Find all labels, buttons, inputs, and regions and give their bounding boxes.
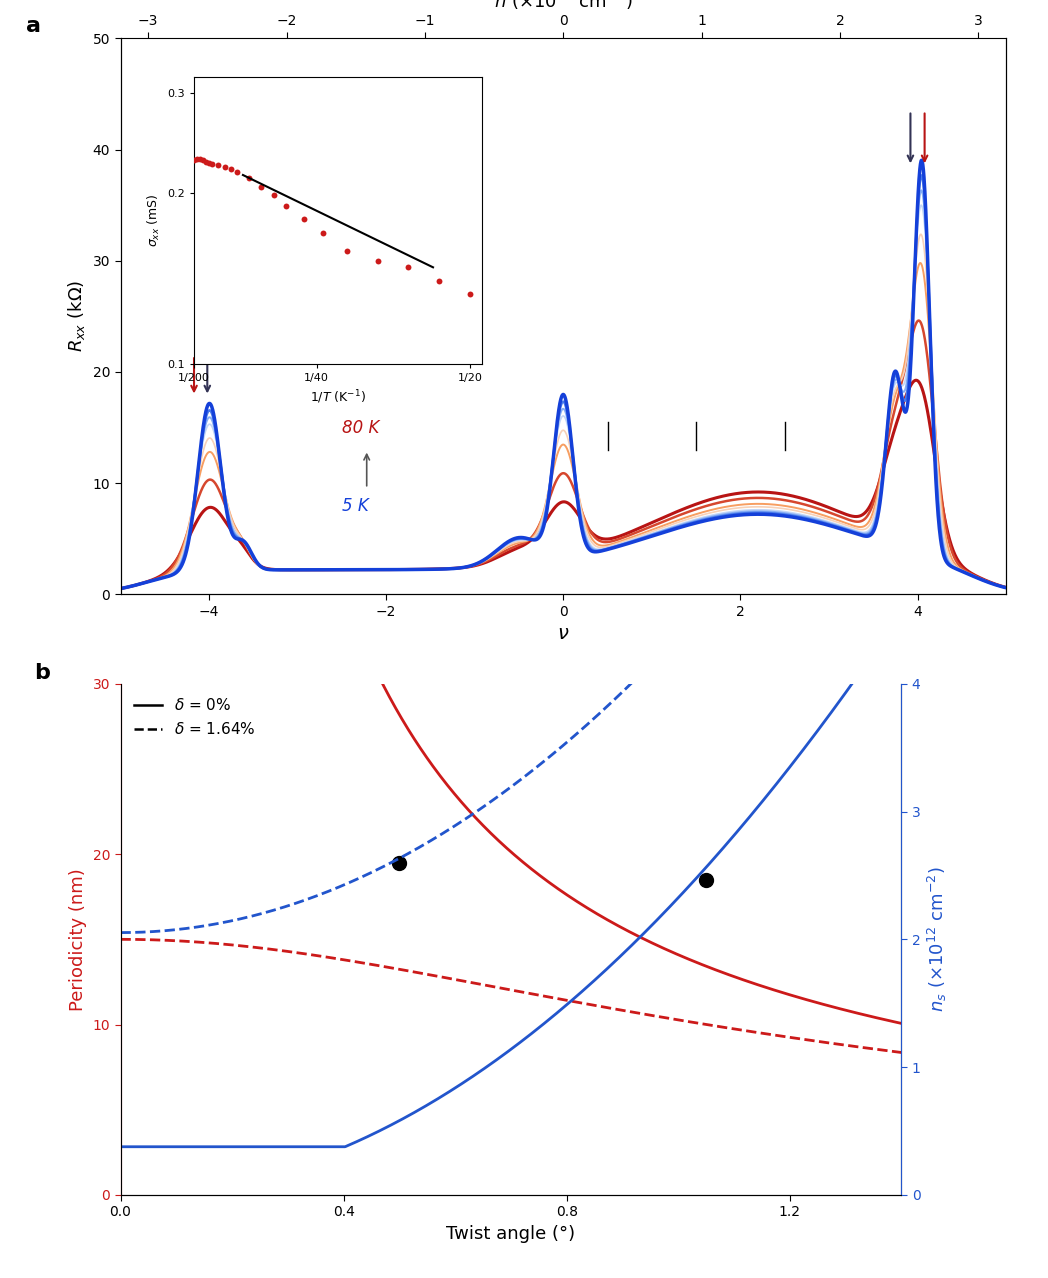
Y-axis label: $n_s$ ($\times$10$^{12}$ cm$^{-2}$): $n_s$ ($\times$10$^{12}$ cm$^{-2}$) <box>926 866 949 1012</box>
Point <box>698 869 715 889</box>
Legend: $\delta$ = 0%, $\delta$ = 1.64%: $\delta$ = 0%, $\delta$ = 1.64% <box>128 691 262 744</box>
Text: a: a <box>26 17 41 36</box>
Point <box>228 161 245 181</box>
Point <box>461 284 478 304</box>
Point <box>195 151 212 171</box>
Point <box>192 150 209 170</box>
Point <box>400 257 417 277</box>
Point <box>314 222 331 243</box>
Point <box>339 242 355 262</box>
Point <box>204 153 221 174</box>
Point <box>241 169 258 189</box>
Point <box>431 271 447 291</box>
Point <box>198 151 215 171</box>
Text: b: b <box>35 663 50 684</box>
X-axis label: 1/$T$ (K$^{-1}$): 1/$T$ (K$^{-1}$) <box>310 389 366 406</box>
Point <box>201 152 218 173</box>
Text: 5 K: 5 K <box>342 497 369 515</box>
Point <box>265 185 282 206</box>
Y-axis label: Periodicity (nm): Periodicity (nm) <box>69 868 87 1011</box>
X-axis label: $\nu$: $\nu$ <box>558 624 569 643</box>
Point <box>210 155 226 175</box>
Point <box>185 151 202 171</box>
Point <box>189 150 205 170</box>
Point <box>222 158 239 179</box>
Y-axis label: $\sigma_{xx}$ (mS): $\sigma_{xx}$ (mS) <box>146 194 161 247</box>
Point <box>370 250 387 271</box>
Point <box>216 157 233 178</box>
Y-axis label: $R_{xx}$ (k$\Omega$): $R_{xx}$ (k$\Omega$) <box>66 280 87 353</box>
Point <box>296 208 312 229</box>
X-axis label: $n$ ($\times$10$^{12}$ cm$^{-2}$): $n$ ($\times$10$^{12}$ cm$^{-2}$) <box>494 0 633 13</box>
Point <box>278 196 294 216</box>
Text: 80 K: 80 K <box>342 419 379 437</box>
Point <box>253 176 269 197</box>
X-axis label: Twist angle (°): Twist angle (°) <box>446 1224 575 1243</box>
Point <box>391 852 408 873</box>
